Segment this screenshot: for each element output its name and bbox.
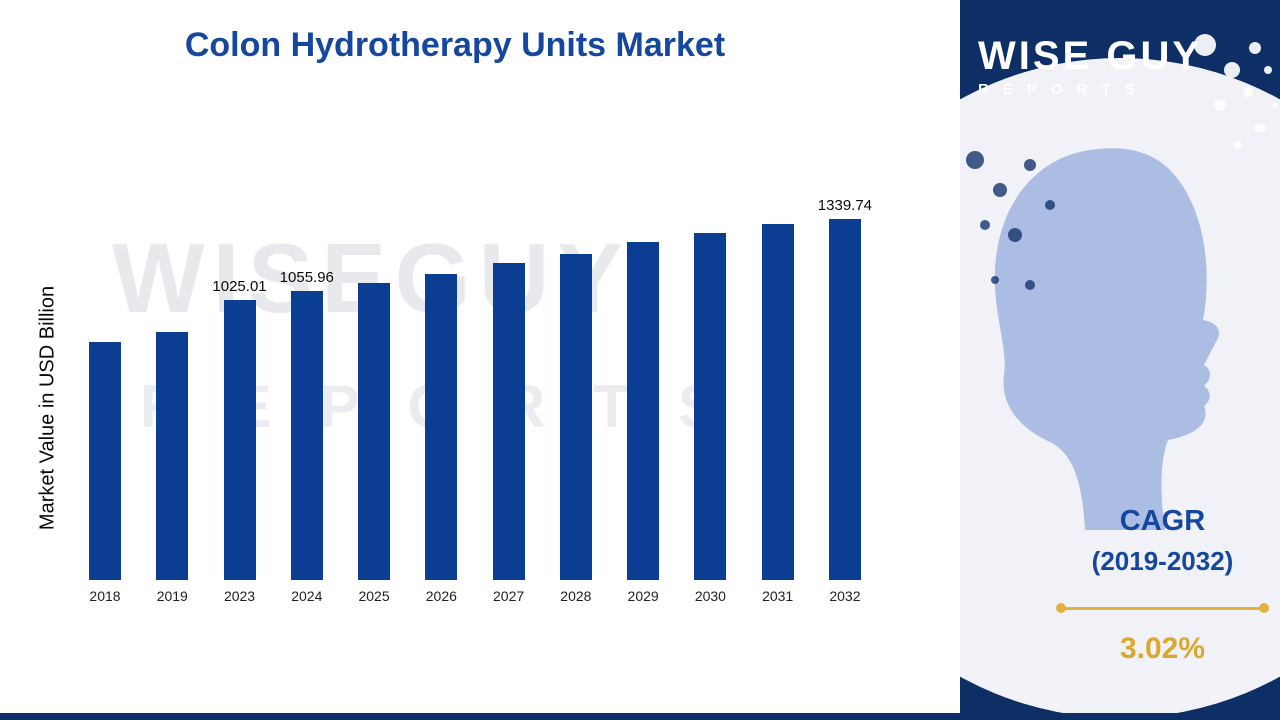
x-axis-tick-label: 2019 [156,588,188,604]
y-axis-label: Market Value in USD Billion [36,285,59,531]
bar-group: 2029 [613,197,673,604]
x-axis-tick-label: 2027 [493,588,525,604]
cagr-label: CAGR [1119,505,1206,537]
face-profile-graphic [966,34,1278,531]
bar-value-label: 1339.74 [817,197,873,214]
bar [223,300,256,580]
chart-area: WISEGUY REPORTS Colon Hydrotherapy Units… [36,26,875,604]
bar [89,342,121,580]
cagr-divider [1056,603,1269,613]
x-axis-tick-label: 2025 [358,588,390,604]
bar-group: 2025 [344,197,404,604]
bar-group: 2031 [748,197,808,604]
bar-group: 2026 [411,197,471,604]
bar [290,291,323,580]
decorative-dots [966,151,1055,290]
bar-value-label: 1055.96 [279,269,334,286]
x-axis-tick-label: 2028 [560,588,592,604]
bar-group: 1339.74 2032 [815,197,875,604]
bar [492,263,525,580]
bar-group: 2027 [479,197,539,604]
bar [828,219,861,580]
x-axis-tick-label: 2029 [627,588,659,604]
cagr-range: (2019-2032) [1091,546,1234,576]
brand-panel: WISE GUY REPORTS CAGR (2019-2032) 3.02% [960,0,1280,714]
bar-group: 2028 [546,197,606,604]
logo-dots [1194,34,1278,149]
x-axis-tick-label: 2030 [694,588,726,604]
bar [156,332,189,580]
bar [559,254,592,580]
bar [358,283,391,580]
x-axis-tick-label: 2032 [829,588,861,604]
bar-value-label: 1025.01 [212,278,267,295]
bar [694,233,727,580]
brand-logo: WISE GUY REPORTS [978,34,1202,98]
bar-group: 1055.96 2024 [277,197,337,604]
bar [761,224,794,580]
bar [627,242,660,580]
x-axis-tick-label: 2018 [89,588,121,604]
bar-group: 2018 [75,197,135,604]
bar-group: 2019 [142,197,202,604]
x-axis-tick-label: 2031 [762,588,794,604]
bar-group: 1025.01 2023 [210,197,270,604]
x-axis-tick-label: 2023 [223,588,256,604]
bar [425,274,458,580]
head-silhouette [994,148,1220,531]
bars-row: 2018 2019 1025.01 2023 1055.96 2024 2025 2026 20… [75,197,875,604]
cagr-block: CAGR (2019-2032) 3.02% [1056,505,1269,666]
x-axis-tick-label: 2024 [291,588,323,604]
cagr-value: 3.02% [1119,632,1206,665]
footer-bar [0,713,1280,720]
chart-title: Colon Hydrotherapy Units Market [184,26,726,64]
bar-group: 2030 [680,197,740,604]
x-axis-tick-label: 2026 [425,588,457,604]
logo-wordmark: WISE GUY [978,34,1203,78]
logo-tagline: REPORTS [978,81,1149,98]
